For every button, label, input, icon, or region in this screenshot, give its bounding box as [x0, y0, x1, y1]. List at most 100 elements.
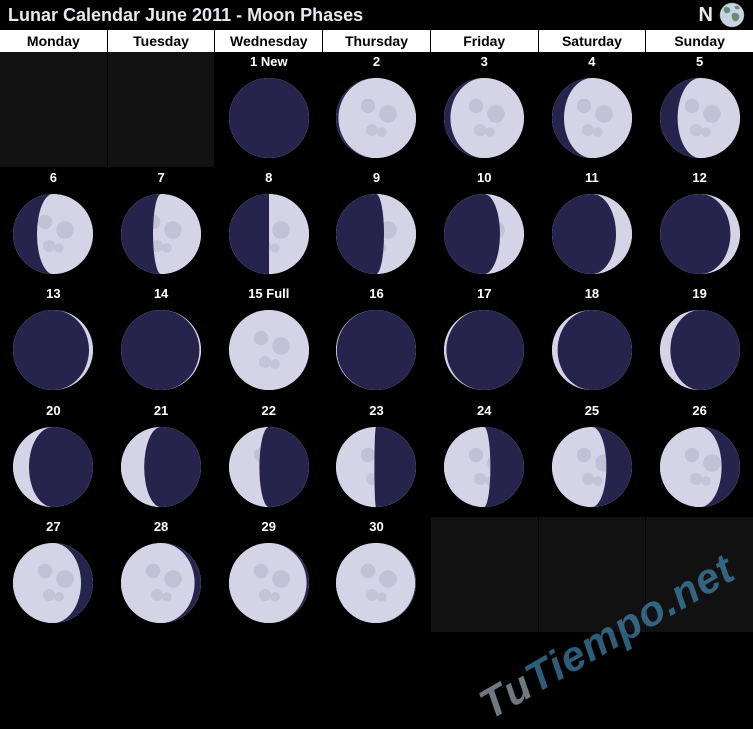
day-cell: 27 .darkfill{fill:#24244c} [0, 517, 107, 632]
day-cell: 6 .darkfill{fill:#24244c} [0, 168, 107, 283]
day-label: 29 [215, 517, 322, 534]
moon-phase-icon: .darkfill{fill:#24244c} [646, 69, 753, 167]
day-label: 11 [539, 168, 646, 185]
moon-phase-icon: .darkfill{fill:#24244c} [215, 185, 322, 283]
day-cell: 20 .darkfill{fill:#24244c} [0, 401, 107, 516]
day-label: 30 [323, 517, 430, 534]
moon-phase-icon: .darkfill{fill:#24244c} [0, 418, 107, 516]
day-cell: 24 .darkfill{fill:#24244c} [431, 401, 538, 516]
day-label: 13 [0, 284, 107, 301]
moon-phase-icon: .darkfill{fill:#24244c} [539, 69, 646, 167]
calendar-container: Lunar Calendar June 2011 - Moon Phases N… [0, 0, 753, 641]
day-cell: 2 .darkfill{fill:#24244c} [323, 52, 430, 167]
day-cell: 19 .darkfill{fill:#24244c} [646, 284, 753, 399]
day-label: 1 New [215, 52, 322, 69]
moon-phase-icon: .darkfill{fill:#24244c} [0, 301, 107, 399]
day-label: 25 [539, 401, 646, 418]
moon-phase-icon: .darkfill{fill:#24244c} [646, 418, 753, 516]
moon-phase-icon: .darkfill{fill:#24244c} [431, 301, 538, 399]
moon-phase-icon: .darkfill{fill:#24244c} [539, 185, 646, 283]
moon-phase-icon: .darkfill{fill:#24244c} [431, 69, 538, 167]
day-cell: 25 .darkfill{fill:#24244c} [539, 401, 646, 516]
day-label: 9 [323, 168, 430, 185]
day-cell: 16 .darkfill{fill:#24244c} [323, 284, 430, 399]
moon-phase-icon: .darkfill{fill:#24244c} [323, 534, 430, 632]
day-label: 6 [0, 168, 107, 185]
day-cell: 12 .darkfill{fill:#24244c} [646, 168, 753, 283]
day-cell: 18 .darkfill{fill:#24244c} [539, 284, 646, 399]
day-label: 14 [108, 284, 215, 301]
moon-phase-icon: .darkfill{fill:#24244c} [539, 418, 646, 516]
calendar-grid: 1 New .darkfill{fill:#24244c} 2 [0, 52, 753, 632]
moon-phase-icon: .darkfill{fill:#24244c} [108, 185, 215, 283]
empty-cell [431, 517, 538, 632]
day-label: 27 [0, 517, 107, 534]
day-cell: 21 .darkfill{fill:#24244c} [108, 401, 215, 516]
moon-phase-icon: .darkfill{fill:#24244c} [323, 301, 430, 399]
weekday-header-row: MondayTuesdayWednesdayThursdayFridaySatu… [0, 30, 753, 52]
moon-phase-icon: .darkfill{fill:#24244c} [646, 185, 753, 283]
weekday-header: Thursday [323, 30, 430, 52]
weekday-header: Wednesday [215, 30, 322, 52]
weekday-header: Tuesday [108, 30, 215, 52]
day-cell: 29 .darkfill{fill:#24244c} [215, 517, 322, 632]
day-cell: 22 .darkfill{fill:#24244c} [215, 401, 322, 516]
moon-phase-icon: .darkfill{fill:#24244c} [323, 69, 430, 167]
day-cell: 4 .darkfill{fill:#24244c} [539, 52, 646, 167]
day-cell: 28 .darkfill{fill:#24244c} [108, 517, 215, 632]
day-cell: 17 .darkfill{fill:#24244c} [431, 284, 538, 399]
moon-phase-icon: .darkfill{fill:#24244c} [215, 418, 322, 516]
moon-phase-icon: .darkfill{fill:#24244c} [108, 301, 215, 399]
moon-phase-icon: .darkfill{fill:#24244c} [0, 534, 107, 632]
day-label: 8 [215, 168, 322, 185]
moon-phase-icon: .darkfill{fill:#24244c} [0, 185, 107, 283]
day-label: 17 [431, 284, 538, 301]
day-label: 7 [108, 168, 215, 185]
day-label: 21 [108, 401, 215, 418]
day-label: 23 [323, 401, 430, 418]
day-label: 2 [323, 52, 430, 69]
moon-phase-icon: .darkfill{fill:#24244c} [215, 534, 322, 632]
hemisphere-label: N [699, 4, 713, 27]
watermark-part1: Tu [471, 661, 540, 728]
day-label: 5 [646, 52, 753, 69]
day-cell: 8 .darkfill{fill:#24244c} [215, 168, 322, 283]
moon-phase-icon: .darkfill{fill:#24244c} [646, 301, 753, 399]
day-label: 19 [646, 284, 753, 301]
day-cell: 14 .darkfill{fill:#24244c} [108, 284, 215, 399]
header-right: N [699, 2, 745, 28]
weekday-header: Monday [0, 30, 107, 52]
empty-cell [539, 517, 646, 632]
day-label: 16 [323, 284, 430, 301]
day-label: 15 Full [215, 284, 322, 301]
day-label: 20 [0, 401, 107, 418]
moon-phase-icon: .darkfill{fill:#24244c} [108, 534, 215, 632]
day-label: 18 [539, 284, 646, 301]
day-label: 10 [431, 168, 538, 185]
day-cell: 3 .darkfill{fill:#24244c} [431, 52, 538, 167]
day-label: 24 [431, 401, 538, 418]
moon-phase-icon: .darkfill{fill:#24244c} [323, 185, 430, 283]
weekday-header: Friday [431, 30, 538, 52]
day-cell: 10 .darkfill{fill:#24244c} [431, 168, 538, 283]
globe-icon [719, 2, 745, 28]
day-cell: 5 .darkfill{fill:#24244c} [646, 52, 753, 167]
day-cell: 30 .darkfill{fill:#24244c} [323, 517, 430, 632]
day-label: 28 [108, 517, 215, 534]
moon-phase-icon: .darkfill{fill:#24244c} [431, 185, 538, 283]
moon-phase-icon: .darkfill{fill:#24244c} [215, 301, 322, 399]
day-label: 3 [431, 52, 538, 69]
day-label: 26 [646, 401, 753, 418]
empty-cell [646, 517, 753, 632]
day-label: 22 [215, 401, 322, 418]
day-cell: 13 .darkfill{fill:#24244c} [0, 284, 107, 399]
page-title: Lunar Calendar June 2011 - Moon Phases [8, 5, 363, 26]
day-cell: 23 .darkfill{fill:#24244c} [323, 401, 430, 516]
day-cell: 9 .darkfill{fill:#24244c} [323, 168, 430, 283]
day-cell: 15 Full .darkfill{fill:#24244c} [215, 284, 322, 399]
day-label: 12 [646, 168, 753, 185]
day-label: 4 [539, 52, 646, 69]
day-cell: 11 .darkfill{fill:#24244c} [539, 168, 646, 283]
moon-phase-icon: .darkfill{fill:#24244c} [323, 418, 430, 516]
weekday-header: Saturday [539, 30, 646, 52]
